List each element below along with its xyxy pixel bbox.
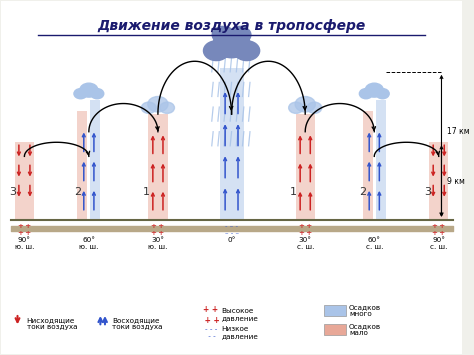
Text: 3: 3 [9,187,17,197]
Text: 60°
ю. ш.: 60° ю. ш. [79,237,99,250]
Text: 17 км: 17 км [447,127,470,136]
Text: Осадков
много: Осадков много [349,304,381,317]
Text: 1: 1 [290,187,297,197]
Text: + +
 + +: + + + + [202,305,220,324]
Bar [324,324,346,335]
Bar [219,68,244,220]
Text: 1: 1 [143,187,150,197]
Bar [429,142,448,220]
Circle shape [80,83,98,97]
Text: 30°
с. ш.: 30° с. ш. [297,237,314,250]
Circle shape [229,26,251,43]
Circle shape [203,41,229,61]
Text: 90°
с. ш.: 90° с. ш. [430,237,447,250]
Bar [77,110,88,220]
Bar [376,100,386,220]
Circle shape [295,97,315,112]
Text: - - -
 - -: - - - - - [205,326,217,339]
Bar [363,110,373,220]
Text: 90°
ю. ш.: 90° ю. ш. [15,237,34,250]
Circle shape [365,83,383,97]
Text: 2: 2 [359,187,366,197]
Text: Восходящие
токи воздуха: Восходящие токи воздуха [112,317,163,330]
Text: 9 км: 9 км [447,176,465,186]
Circle shape [213,29,250,58]
Text: Нисходящие
токи воздуха: Нисходящие токи воздуха [27,317,77,330]
Text: Высокое
давление: Высокое давление [221,308,258,321]
Circle shape [289,102,303,113]
Text: + +
+ +: + + + + [151,223,164,236]
Circle shape [148,97,168,112]
Circle shape [141,102,156,113]
Bar [296,114,315,220]
Text: Низкое
давление: Низкое давление [221,326,258,339]
Circle shape [376,89,389,99]
Text: Движение воздуха в тропосфере: Движение воздуха в тропосфере [98,19,365,33]
Circle shape [160,102,174,113]
Text: + +
+ +: + + + + [299,223,312,236]
Text: - – -
– - –: - – - – - – [225,223,238,236]
Circle shape [307,102,322,113]
Circle shape [234,41,260,61]
Text: + +
+ +: + + + + [18,223,31,236]
Circle shape [359,89,373,99]
Text: 0°: 0° [228,237,236,244]
Bar [148,114,168,220]
Text: 3: 3 [424,187,431,197]
Text: 30°
ю. ш.: 30° ю. ш. [148,237,168,250]
Text: 60°
с. ш.: 60° с. ш. [365,237,383,250]
Text: 2: 2 [74,187,81,197]
Circle shape [212,26,234,43]
Circle shape [74,89,87,99]
Text: + +
+ +: + + + + [432,223,445,236]
Bar [324,305,346,316]
Bar [15,142,34,220]
Bar [90,100,100,220]
Circle shape [91,89,104,99]
Text: Осадков
мало: Осадков мало [349,323,381,336]
